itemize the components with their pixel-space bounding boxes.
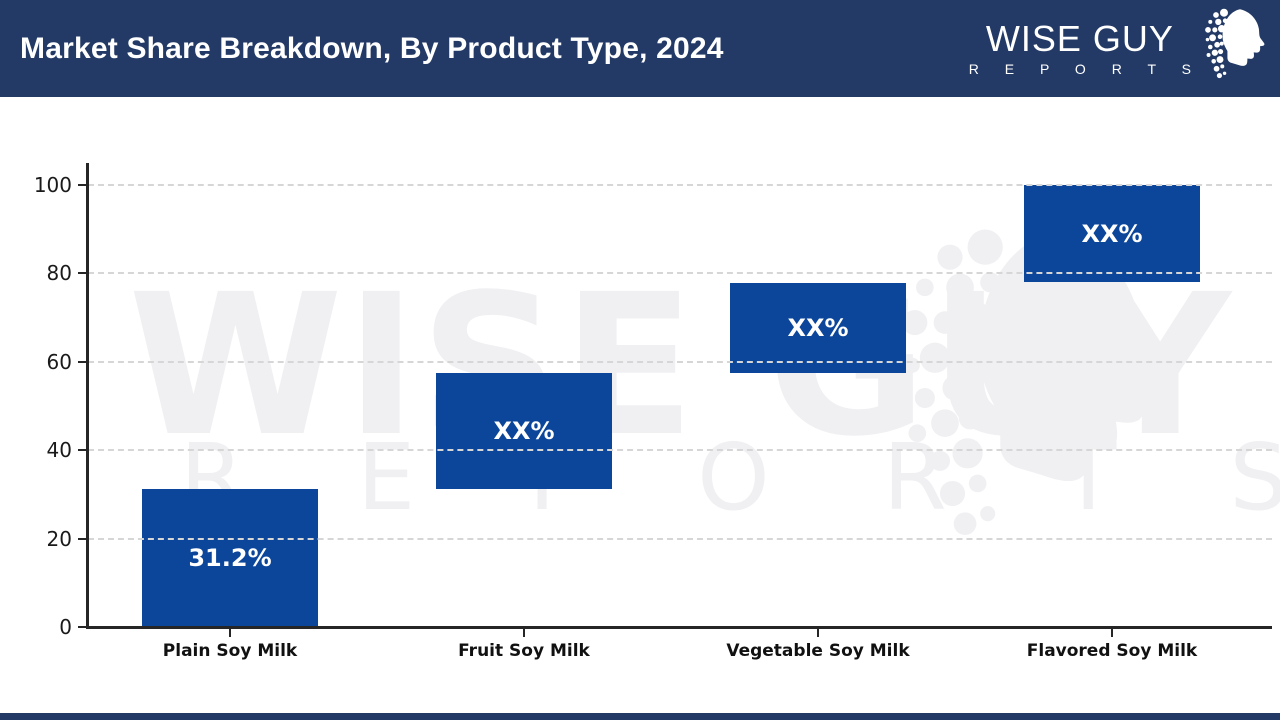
y-tick-label: 40	[46, 438, 72, 463]
logo-text: WISE GUY R E P O R T S	[958, 18, 1202, 77]
bar	[730, 282, 906, 373]
gridline	[88, 184, 1272, 186]
y-axis-line	[86, 163, 89, 629]
gridline	[88, 272, 1272, 275]
gridline	[88, 449, 1272, 452]
footer-bar	[0, 713, 1280, 720]
y-tick	[78, 626, 88, 628]
gridline	[88, 360, 1272, 363]
x-tick	[229, 629, 231, 637]
logo-subtext: R E P O R T S	[968, 60, 1202, 77]
header-bar: Market Share Breakdown, By Product Type,…	[0, 0, 1280, 97]
y-tick-label: 80	[46, 261, 72, 286]
bar-value-label: 31.2%	[188, 544, 272, 573]
y-tick-label: 60	[46, 349, 72, 374]
bar	[142, 489, 318, 627]
bar	[436, 373, 612, 490]
bar-value-label: XX%	[1081, 219, 1143, 248]
gridline	[88, 537, 1272, 540]
x-tick	[523, 629, 525, 637]
bar-value-label: XX%	[787, 313, 849, 342]
x-axis-line	[86, 626, 1272, 629]
logo-wordmark: WISE GUY	[985, 17, 1174, 59]
y-tick	[78, 272, 88, 275]
y-tick-label: 100	[33, 173, 72, 197]
x-tick-label: Flavored Soy Milk	[1026, 641, 1198, 661]
y-tick	[78, 360, 88, 363]
bar	[1024, 185, 1200, 283]
x-tick-label: Fruit Soy Milk	[458, 641, 590, 661]
x-tick	[817, 629, 819, 637]
bar-value-label: XX%	[493, 417, 555, 446]
watermark-head-icon	[902, 229, 1163, 536]
y-tick	[78, 537, 88, 540]
logo-head-icon	[1205, 8, 1265, 79]
x-tick-label: Vegetable Soy Milk	[726, 641, 910, 661]
y-tick-label: 20	[46, 526, 72, 551]
x-tick-label: Plain Soy Milk	[162, 641, 298, 661]
x-tick	[1111, 629, 1113, 637]
logo: WISE GUY R E P O R T S	[958, 7, 1268, 87]
chart-title: Market Share Breakdown, By Product Type,…	[20, 31, 724, 65]
y-tick-label: 0	[59, 615, 72, 639]
y-tick	[78, 449, 88, 452]
y-tick	[78, 184, 88, 186]
